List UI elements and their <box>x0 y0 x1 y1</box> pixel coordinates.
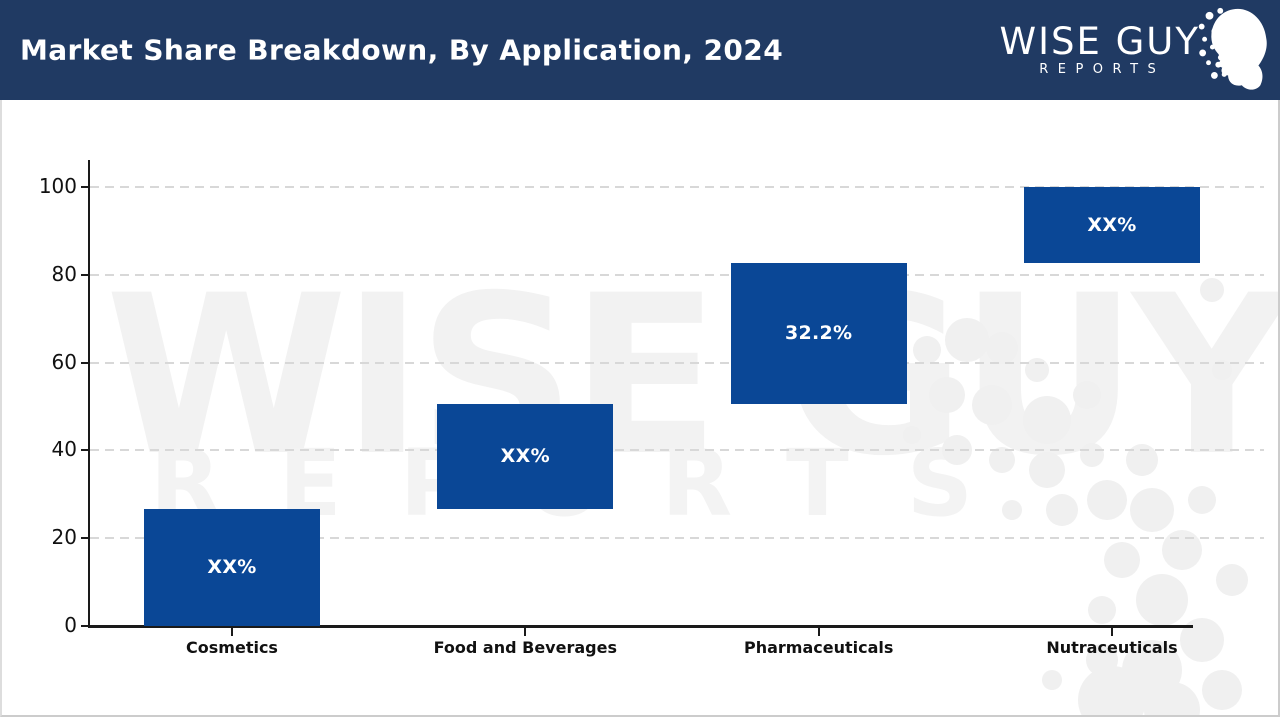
header-bar: Market Share Breakdown, By Application, … <box>0 0 1280 100</box>
wise-guy-reports-logo: WISE GUY REPORTS <box>1000 4 1270 96</box>
y-tick-label-20: 20 <box>51 525 77 550</box>
x-tick-mark-1 <box>231 628 233 636</box>
gridline-20 <box>90 537 1264 540</box>
x-tick-mark-3 <box>817 628 820 636</box>
y-tick-label-60: 60 <box>51 349 77 374</box>
y-axis-line <box>88 160 90 627</box>
logo-subtitle: REPORTS <box>1039 61 1166 77</box>
bar-value-label-cosmetics: XX% <box>207 556 257 579</box>
bar-food-and-beverages: XX% <box>437 403 614 509</box>
x-category-label-4: Nutraceuticals <box>1046 638 1178 657</box>
logo-text: WISE GUY REPORTS <box>999 20 1200 77</box>
y-tick-mark-20 <box>81 537 89 540</box>
gridline-60 <box>90 361 1264 364</box>
y-tick-label-100: 100 <box>38 174 77 198</box>
y-tick-label-40: 40 <box>51 437 77 462</box>
gridline-80 <box>90 273 1264 276</box>
bar-value-label-food-and-beverages: XX% <box>500 445 550 468</box>
y-tick-label-0: 0 <box>64 613 77 637</box>
bar-pharmaceuticals: 32.2% <box>730 262 907 404</box>
y-tick-mark-80 <box>81 273 89 276</box>
bar-value-label-nutraceuticals: XX% <box>1087 213 1137 236</box>
x-category-label-2: Food and Beverages <box>433 638 617 657</box>
gridline-40 <box>90 449 1264 452</box>
logo-wordmark: WISE GUY <box>999 20 1200 64</box>
bar-value-label-pharmaceuticals: 32.2% <box>784 322 853 345</box>
chart-area: WISE GUY REPORTS 020406080100XX%XX%32.2%… <box>0 100 1280 717</box>
y-tick-label-80: 80 <box>51 261 77 286</box>
y-tick-mark-0 <box>81 625 89 627</box>
bar-nutraceuticals: XX% <box>1024 187 1200 263</box>
x-axis-line <box>88 625 1193 628</box>
x-category-label-1: Cosmetics <box>186 638 278 657</box>
y-tick-mark-100 <box>81 186 89 188</box>
gridline-100 <box>90 186 1264 188</box>
y-tick-mark-40 <box>81 449 89 452</box>
x-category-label-3: Pharmaceuticals <box>743 638 894 657</box>
x-tick-mark-2 <box>524 628 527 636</box>
logo-head-icon <box>1198 7 1267 90</box>
y-tick-mark-60 <box>81 361 89 364</box>
x-tick-mark-4 <box>1111 628 1113 636</box>
bar-cosmetics: XX% <box>144 508 320 626</box>
page-title: Market Share Breakdown, By Application, … <box>20 33 784 67</box>
